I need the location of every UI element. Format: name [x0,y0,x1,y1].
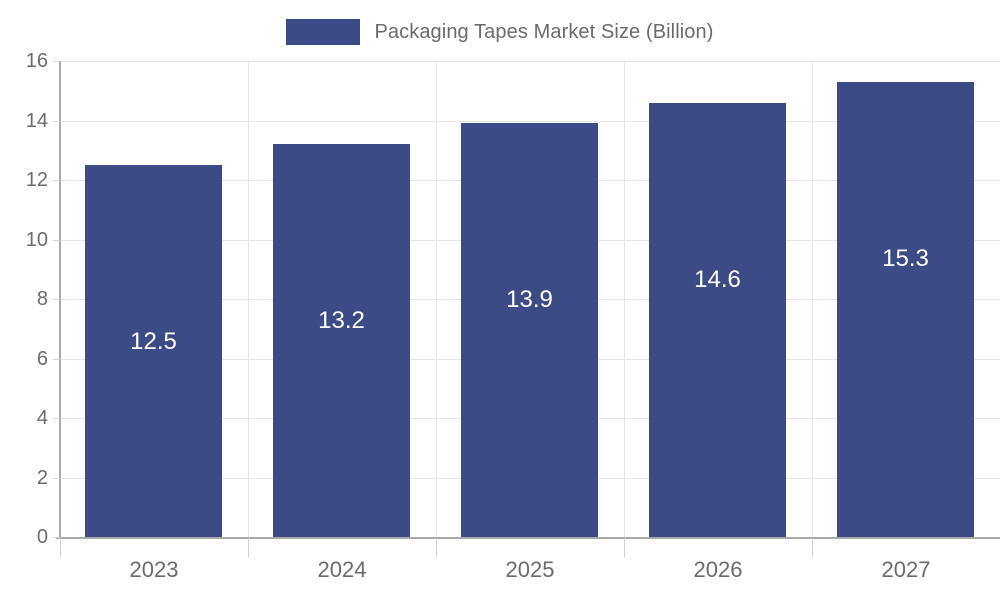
bar-value-label: 13.9 [506,286,553,314]
x-tick-mark [436,538,437,557]
y-tick-label: 16 [25,50,48,72]
y-tick-mark [53,61,60,62]
y-tick-mark [53,180,60,181]
y-tick-mark [53,418,60,419]
bar[interactable]: 13.2 [273,144,410,537]
y-tick-label: 8 [36,288,48,310]
y-tick-mark [53,537,60,538]
x-axis-line [56,537,1000,539]
gridline-vertical [812,61,813,537]
x-tick-label: 2025 [505,557,555,582]
y-tick-label: 2 [36,466,48,489]
x-tick-mark [624,538,625,557]
y-tick-mark [53,239,60,241]
gridline-vertical [436,61,437,537]
y-tick-mark [53,358,60,360]
y-tick-label: 10 [25,228,48,251]
x-tick-mark [812,538,813,557]
plot-area: 0 2 4 6 8 10 12 14 16 12.5 13.2 13.9 14.6 15.3 2023 2… [26,50,1000,582]
x-tick-mark [60,538,61,557]
legend-label: Packaging Tapes Market Size (Billion) [374,20,714,43]
bar[interactable]: 14.6 [649,102,786,537]
bar-value-label: 12.5 [130,328,177,356]
x-tick-mark [248,538,249,557]
y-tick-mark [53,299,60,300]
y-tick-label: 14 [25,109,48,132]
bar[interactable]: 13.9 [461,123,598,537]
x-tick-label: 2024 [317,557,367,582]
bar-value-label: 13.2 [318,307,365,335]
y-axis-line [59,61,61,538]
x-tick-label: 2027 [881,557,931,582]
bar[interactable]: 15.3 [837,81,974,537]
y-tick-label: 12 [25,169,48,191]
legend-color-swatch [286,19,361,45]
y-tick-mark [53,120,60,122]
gridline-horizontal [60,61,1000,62]
bar-value-label: 14.6 [694,265,741,293]
chart-legend: Packaging Tapes Market Size (Billion) [0,12,1000,52]
x-tick-label: 2026 [693,557,743,582]
y-tick-label: 6 [36,347,48,370]
gridline-vertical [248,61,249,537]
x-tick-label: 2023 [129,557,179,582]
gridline-horizontal [60,120,1000,122]
y-tick-label: 0 [36,526,48,548]
y-tick-mark [53,477,60,479]
y-tick-label: 4 [36,407,48,429]
bar[interactable]: 12.5 [85,165,222,537]
gridline-vertical [624,61,625,537]
bar-value-label: 15.3 [882,244,929,272]
